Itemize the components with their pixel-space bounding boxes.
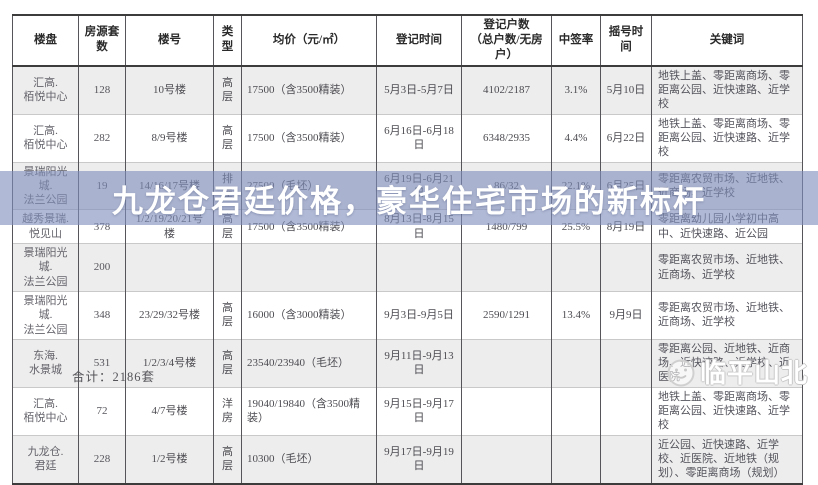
total-summary: 合计：2186套	[72, 370, 156, 384]
table-cell	[600, 243, 652, 292]
table-cell	[461, 435, 552, 484]
table-cell	[600, 435, 652, 484]
table-cell: 东海. 水景城	[12, 339, 79, 388]
table-cell: 348	[78, 291, 126, 340]
table-cell: 高层	[213, 291, 242, 340]
table-cell: 9月17日-9月19日	[376, 435, 462, 484]
table-cell: 228	[78, 435, 126, 484]
column-header-2: 楼号	[125, 15, 214, 66]
table-cell: 531	[78, 339, 126, 388]
table-cell: 近公园、近快速路、近学校、近医院、近地铁（规划）、零距离商场（规划）	[651, 435, 803, 484]
table-cell: 高层	[213, 339, 242, 388]
table-cell: 9月15日-9月17日	[376, 387, 462, 436]
table-cell: 128	[78, 65, 126, 115]
table-cell: 景瑞阳光城. 法兰公园	[12, 243, 79, 292]
table-cell: 4.4%	[551, 114, 601, 163]
column-header-4: 均价（元/㎡）	[241, 15, 377, 66]
table-cell	[551, 339, 601, 388]
table-row: 景瑞阳光城. 法兰公园 200 零距离农贸市场、近地铁、近商场、近学校	[12, 243, 803, 292]
table-cell: 5月10日	[600, 65, 652, 115]
table-cell: 23540/23940（毛坯）	[241, 339, 377, 388]
table-cell	[551, 435, 601, 484]
table-cell	[241, 243, 377, 292]
table-cell: 16000（含3000精装）	[241, 291, 377, 340]
table-header-row: 楼盘 房源套数 楼号 类型 均价（元/㎡） 登记时间 登记户数 （总户数/无房户） 中签率 摇号…	[12, 15, 803, 66]
table-cell: 汇高. 栢悦中心	[12, 387, 79, 436]
table-cell: 9月11日-9月13日	[376, 339, 462, 388]
table-cell: 九龙仓. 君廷	[12, 435, 79, 484]
table-row: 九龙仓. 君廷 228 1/2号楼 高层 10300（毛坯） 9月17日-9月19日 近公园…	[12, 435, 803, 484]
table-cell: 6348/2935	[461, 114, 552, 163]
table-cell: 汇高. 栢悦中心	[12, 114, 79, 163]
table-cell	[461, 339, 552, 388]
table-cell	[213, 243, 242, 292]
table-cell	[551, 387, 601, 436]
table-row: 东海. 水景城 531 1/2/3/4号楼 高层 23540/23940（毛坯） 9月11…	[12, 339, 803, 388]
table-cell: 景瑞阳光城. 法兰公园	[12, 291, 79, 340]
table-cell: 洋房	[213, 387, 242, 436]
table-cell: 1/2/3/4号楼	[125, 339, 214, 388]
table-cell	[125, 243, 214, 292]
column-header-0: 楼盘	[12, 15, 79, 66]
table-cell: 72	[78, 387, 126, 436]
column-header-9: 关键词	[651, 15, 803, 66]
table-cell: 282	[78, 114, 126, 163]
column-header-8: 摇号时间	[600, 15, 652, 66]
table-cell	[551, 243, 601, 292]
title-banner: 九龙仓君廷价格，豪华住宅市场的新标杆	[0, 171, 818, 225]
table-cell	[600, 387, 652, 436]
table-cell: 200	[78, 243, 126, 292]
table-cell: 19040/19840（含3500精装）	[241, 387, 377, 436]
table-cell: 高层	[213, 65, 242, 115]
table-cell: 3.1%	[551, 65, 601, 115]
table-cell: 地铁上盖、零距离商场、零距离公园、近快速路、近学校	[651, 114, 803, 163]
table-cell: 5月3日-5月7日	[376, 65, 462, 115]
table-cell: 2590/1291	[461, 291, 552, 340]
table-cell: 13.4%	[551, 291, 601, 340]
banner-title: 九龙仓君廷价格，豪华住宅市场的新标杆	[112, 183, 706, 219]
smiley-face-icon	[664, 356, 698, 395]
watermark-text: 临平山北	[700, 358, 809, 388]
table-cell: 9月9日	[600, 291, 652, 340]
column-header-5: 登记时间	[376, 15, 462, 66]
table-cell	[461, 243, 552, 292]
table-cell: 高层	[213, 435, 242, 484]
table-cell: 零距离农贸市场、近地铁、近商场、近学校	[651, 243, 803, 292]
table-cell: 9月3日-9月5日	[376, 291, 462, 340]
page: 楼盘 房源套数 楼号 类型 均价（元/㎡） 登记时间 登记户数 （总户数/无房户） 中签率 摇号…	[0, 14, 818, 485]
table-row: 景瑞阳光城. 法兰公园 348 23/29/32号楼 高层 16000（含3000精装）…	[12, 291, 803, 340]
table-cell: 10号楼	[125, 65, 214, 115]
table-cell: 6月22日	[600, 114, 652, 163]
table-cell	[461, 387, 552, 436]
table-cell: 6月16日-6月18日	[376, 114, 462, 163]
table-cell: 4/7号楼	[125, 387, 214, 436]
table-cell: 地铁上盖、零距离商场、零距离公园、近快速路、近学校	[651, 65, 803, 115]
table-cell	[376, 243, 462, 292]
table-row: 汇高. 栢悦中心 128 10号楼 高层 17500（含3500精装） 5月3日-5月7日…	[12, 65, 803, 115]
column-header-1: 房源套数	[78, 15, 126, 66]
column-header-6: 登记户数 （总户数/无房户）	[461, 15, 552, 66]
table-cell: 汇高. 栢悦中心	[12, 65, 79, 115]
table-cell: 1/2号楼	[125, 435, 214, 484]
table-cell: 4102/2187	[461, 65, 552, 115]
table-cell: 23/29/32号楼	[125, 291, 214, 340]
listings-table: 楼盘 房源套数 楼号 类型 均价（元/㎡） 登记时间 登记户数 （总户数/无房户） 中签率 摇号…	[12, 14, 803, 485]
table-cell: 高层	[213, 114, 242, 163]
column-header-3: 类型	[213, 15, 242, 66]
table-row: 汇高. 栢悦中心 282 8/9号楼 高层 17500（含3500精装） 6月16日-6月…	[12, 114, 803, 163]
table-cell: 8/9号楼	[125, 114, 214, 163]
table-cell: 10300（毛坯）	[241, 435, 377, 484]
watermark: 临平山北	[664, 348, 808, 395]
table-cell: 17500（含3500精装）	[241, 65, 377, 115]
table-cell: 17500（含3500精装）	[241, 114, 377, 163]
column-header-7: 中签率	[551, 15, 601, 66]
table-cell: 零距离农贸市场、近地铁、近商场、近学校	[651, 291, 803, 340]
table-cell	[600, 339, 652, 388]
